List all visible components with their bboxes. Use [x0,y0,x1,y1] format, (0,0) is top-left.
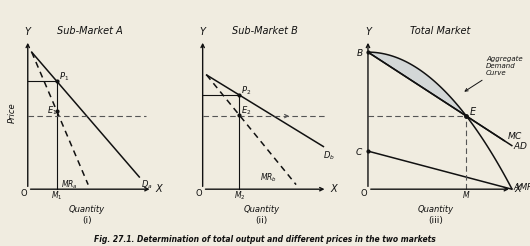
Text: (i): (i) [82,216,92,225]
Text: X: X [155,184,162,194]
Text: $AMR$: $AMR$ [514,181,530,192]
Text: $E_1$: $E_1$ [48,104,58,117]
Text: O: O [196,189,202,198]
Text: X: X [515,184,522,194]
Text: $MR_a$: $MR_a$ [61,179,78,191]
Text: $MR_b$: $MR_b$ [260,171,277,184]
Text: Y: Y [365,27,371,37]
Text: Quantity: Quantity [69,205,105,214]
Text: X: X [330,184,337,194]
Text: Price: Price [7,103,16,123]
Title: Total Market: Total Market [410,26,470,36]
Text: $MC$: $MC$ [507,130,523,141]
Text: $AD$: $AD$ [514,140,528,151]
Text: Quantity: Quantity [244,205,280,214]
Title: Sub-Market B: Sub-Market B [232,26,298,36]
Text: $E_2$: $E_2$ [241,105,252,117]
Text: O: O [21,189,27,198]
Text: Aggregate
Demand
Curve: Aggregate Demand Curve [465,56,523,91]
Text: $M_2$: $M_2$ [234,189,245,202]
Text: (iii): (iii) [429,216,444,225]
Text: $P_1$: $P_1$ [59,71,69,83]
Text: $B$: $B$ [356,47,364,58]
Text: Quantity: Quantity [418,205,454,214]
Text: $D_b$: $D_b$ [323,150,335,162]
Text: $C$: $C$ [355,146,364,157]
Text: Y: Y [25,27,31,37]
Text: $E$: $E$ [470,105,478,117]
Text: $M$: $M$ [462,189,471,200]
Title: Sub-Market A: Sub-Market A [57,26,123,36]
Text: $P_2$: $P_2$ [241,85,252,97]
Text: Y: Y [200,27,206,37]
Text: O: O [360,189,367,198]
Text: Fig. 27.1. Determination of total output and different prices in the two markets: Fig. 27.1. Determination of total output… [94,234,436,244]
Text: (ii): (ii) [255,216,268,225]
Text: $D_a$: $D_a$ [140,179,152,191]
Text: $M_1$: $M_1$ [51,189,63,202]
